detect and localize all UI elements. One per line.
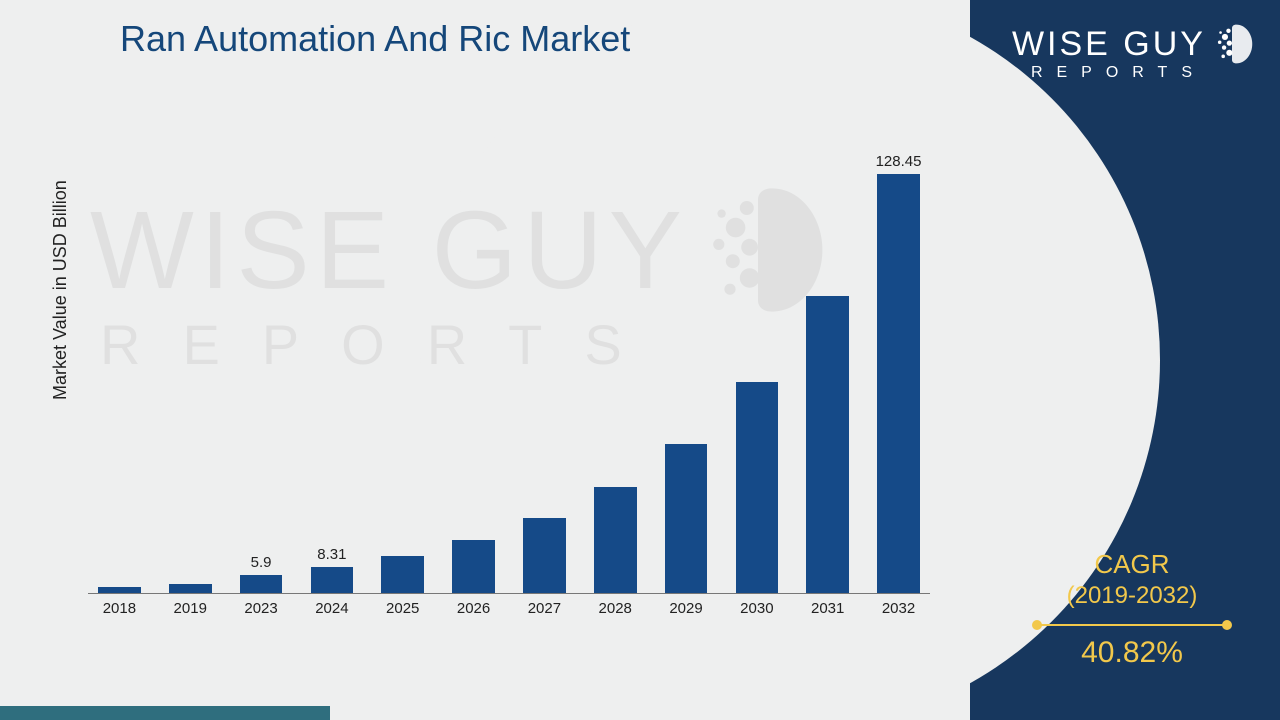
x-tick-label: 2025 (377, 600, 428, 630)
x-tick-label: 2024 (306, 600, 357, 630)
bar-column (165, 170, 216, 594)
brand-logo-line1: WISE GUY (1012, 22, 1254, 66)
bar-column: 8.31 (306, 170, 357, 594)
bar-column (94, 170, 145, 594)
bar (877, 174, 920, 594)
x-tick-label: 2019 (165, 600, 216, 630)
bar-column (519, 170, 570, 594)
cagr-divider (1037, 624, 1227, 626)
bar (381, 556, 424, 594)
bar-value-label: 5.9 (236, 554, 287, 571)
bar-chart: Market Value in USD Billion 5.98.31128.4… (60, 170, 930, 630)
brain-icon (1210, 22, 1254, 66)
bar (806, 296, 849, 594)
bar-column: 128.45 (873, 170, 924, 594)
bar (736, 382, 779, 594)
x-tick-label: 2018 (94, 600, 145, 630)
bar-column (377, 170, 428, 594)
bar (452, 540, 495, 594)
bar (240, 575, 283, 594)
bar-column (802, 170, 853, 594)
cagr-callout: CAGR (2019-2032) 40.82% (1012, 549, 1252, 670)
x-tick-label: 2028 (590, 600, 641, 630)
y-axis-label: Market Value in USD Billion (50, 180, 71, 400)
bar-value-label: 8.31 (306, 546, 357, 563)
bar-column (590, 170, 641, 594)
x-axis-labels: 2018 2019 2023 2024 2025 2026 2027 2028 2029 2030… (88, 594, 930, 630)
x-tick-label: 2030 (731, 600, 782, 630)
brand-logo: WISE GUY REPORTS (994, 22, 1254, 82)
x-tick-label: 2029 (661, 600, 712, 630)
bar (594, 487, 637, 594)
x-tick-label: 2032 (873, 600, 924, 630)
bar-column (448, 170, 499, 594)
bar (665, 444, 708, 594)
bottom-accent-bar (0, 706, 330, 720)
cagr-label: CAGR (1012, 549, 1252, 580)
bar-value-label: 128.45 (873, 153, 924, 170)
bar (523, 518, 566, 594)
x-tick-label: 2026 (448, 600, 499, 630)
brand-logo-text-bottom: REPORTS (994, 64, 1254, 82)
bar-column (661, 170, 712, 594)
brand-logo-text-top: WISE GUY (1012, 25, 1206, 64)
x-tick-label: 2031 (802, 600, 853, 630)
bar-column: 5.9 (236, 170, 287, 594)
cagr-years: (2019-2032) (1012, 582, 1252, 610)
x-tick-label: 2023 (236, 600, 287, 630)
chart-canvas: WISE GUY REPORTS WISE GUY (0, 0, 1280, 720)
cagr-value: 40.82% (1012, 636, 1252, 670)
chart-title: Ran Automation And Ric Market (120, 18, 630, 60)
bar-column (731, 170, 782, 594)
x-tick-label: 2027 (519, 600, 570, 630)
plot-area: 5.9 8.31 128.45 (88, 170, 930, 594)
bars-container: 5.9 8.31 128.45 (88, 170, 930, 594)
bar (311, 567, 354, 594)
